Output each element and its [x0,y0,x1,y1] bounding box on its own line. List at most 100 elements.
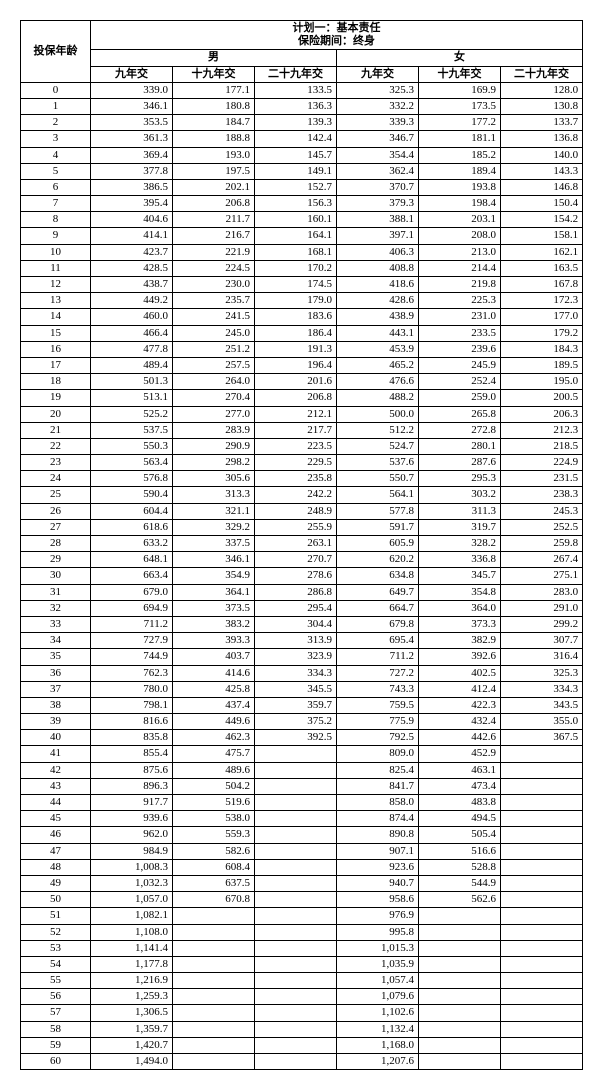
table-row: 2353.5184.7139.3339.3177.2133.7 [21,115,583,131]
cell-age: 24 [21,471,91,487]
table-row: 14460.0241.5183.6438.9231.0177.0 [21,309,583,325]
cell-c1: 1,177.8 [91,956,173,972]
table-row: 18501.3264.0201.6476.6252.4195.0 [21,374,583,390]
table-row: 501,057.0670.8958.6562.6 [21,892,583,908]
cell-c2: 197.5 [173,163,255,179]
cell-c3 [255,1037,337,1053]
header-age: 投保年龄 [21,21,91,83]
cell-c6: 150.4 [501,196,583,212]
cell-c3: 183.6 [255,309,337,325]
table-row: 8404.6211.7160.1388.1203.1154.2 [21,212,583,228]
cell-c5: 505.4 [419,827,501,843]
cell-age: 36 [21,665,91,681]
cell-c1: 1,359.7 [91,1021,173,1037]
cell-c2: 230.0 [173,277,255,293]
cell-c3: 278.6 [255,568,337,584]
cell-age: 50 [21,892,91,908]
cell-c6: 334.3 [501,681,583,697]
cell-c2 [173,1021,255,1037]
table-row: 571,306.51,102.6 [21,1005,583,1021]
cell-c6 [501,859,583,875]
cell-c5 [419,1021,501,1037]
table-row: 47984.9582.6907.1516.6 [21,843,583,859]
table-row: 511,082.1976.9 [21,908,583,924]
cell-c3 [255,973,337,989]
header-col4: 九年交 [337,66,419,82]
cell-c3: 270.7 [255,552,337,568]
table-row: 7395.4206.8156.3379.3198.4150.4 [21,196,583,212]
cell-c4: 443.1 [337,325,419,341]
cell-c2: 193.0 [173,147,255,163]
table-row: 33711.2383.2304.4679.8373.3299.2 [21,616,583,632]
cell-c4: 695.4 [337,633,419,649]
cell-c2: 184.7 [173,115,255,131]
cell-c4: 923.6 [337,859,419,875]
table-row: 591,420.71,168.0 [21,1037,583,1053]
cell-c6: 167.8 [501,277,583,293]
cell-age: 6 [21,179,91,195]
cell-c1: 1,082.1 [91,908,173,924]
cell-c2 [173,989,255,1005]
cell-c5: 528.8 [419,859,501,875]
cell-c3 [255,1021,337,1037]
cell-age: 42 [21,762,91,778]
header-plan-line2: 保险期间：终身 [95,35,578,48]
cell-c4: 775.9 [337,714,419,730]
cell-c6: 140.0 [501,147,583,163]
cell-c6: 179.2 [501,325,583,341]
cell-c6 [501,892,583,908]
cell-c4: 550.7 [337,471,419,487]
cell-c4: 743.3 [337,681,419,697]
cell-c2: 180.8 [173,98,255,114]
cell-c4: 1,132.4 [337,1021,419,1037]
cell-c5 [419,1054,501,1070]
table-row: 3361.3188.8142.4346.7181.1136.8 [21,131,583,147]
cell-c3: 133.5 [255,82,337,98]
cell-c4: 809.0 [337,746,419,762]
cell-c4: 995.8 [337,924,419,940]
cell-c1: 1,141.4 [91,940,173,956]
cell-c4: 858.0 [337,795,419,811]
cell-c5: 169.9 [419,82,501,98]
cell-c4: 727.2 [337,665,419,681]
table-row: 521,108.0995.8 [21,924,583,940]
cell-c5: 319.7 [419,519,501,535]
cell-c3: 149.1 [255,163,337,179]
cell-c3: 323.9 [255,649,337,665]
cell-c5: 219.8 [419,277,501,293]
cell-c3: 255.9 [255,519,337,535]
cell-c6: 325.3 [501,665,583,681]
cell-age: 52 [21,924,91,940]
table-row: 10423.7221.9168.1406.3213.0162.1 [21,244,583,260]
table-row: 46962.0559.3890.8505.4 [21,827,583,843]
header-plan-line1: 计划一：基本责任 [95,22,578,35]
cell-c2: 321.1 [173,503,255,519]
cell-age: 15 [21,325,91,341]
table-row: 9414.1216.7164.1397.1208.0158.1 [21,228,583,244]
cell-c3: 359.7 [255,697,337,713]
cell-c3: 136.3 [255,98,337,114]
cell-c6: 245.3 [501,503,583,519]
cell-c3: 156.3 [255,196,337,212]
cell-c5: 203.1 [419,212,501,228]
table-row: 39816.6449.6375.2775.9432.4355.0 [21,714,583,730]
cell-c1: 466.4 [91,325,173,341]
cell-c3: 248.9 [255,503,337,519]
cell-c4: 418.6 [337,277,419,293]
cell-c6 [501,1054,583,1070]
cell-c3: 174.5 [255,277,337,293]
cell-c3 [255,892,337,908]
cell-c6: 195.0 [501,374,583,390]
table-row: 31679.0364.1286.8649.7354.8283.0 [21,584,583,600]
cell-age: 57 [21,1005,91,1021]
cell-age: 14 [21,309,91,325]
cell-c6: 163.5 [501,260,583,276]
cell-c2: 202.1 [173,179,255,195]
cell-c4: 476.6 [337,374,419,390]
cell-c2: 221.9 [173,244,255,260]
cell-c6: 200.5 [501,390,583,406]
cell-c3: 160.1 [255,212,337,228]
cell-c5: 287.6 [419,455,501,471]
cell-c1: 1,306.5 [91,1005,173,1021]
table-row: 491,032.3637.5940.7544.9 [21,875,583,891]
